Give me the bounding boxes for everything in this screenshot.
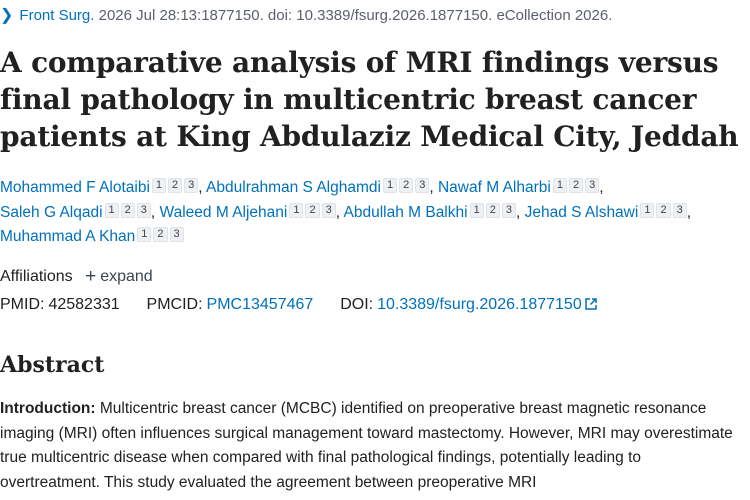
author-item: Abdulrahman S Alghamdi 1 2 3 (206, 178, 430, 196)
affiliation-number[interactable]: 1 (552, 178, 567, 193)
abstract-introduction: Introduction: Multicentric breast cancer… (0, 397, 745, 495)
citation-details: 2026 Jul 28:13:1877150. doi: 10.3389/fsu… (98, 7, 613, 24)
author-link[interactable]: Jehad S Alshawi (524, 203, 639, 221)
affiliation-number[interactable]: 2 (568, 178, 584, 193)
affiliation-number[interactable]: 3 (136, 202, 151, 218)
affiliation-number[interactable]: 1 (137, 227, 152, 242)
affiliation-number[interactable]: 1 (289, 202, 304, 218)
author-item: Mohammed F Alotaibi 1 2 3 (0, 178, 199, 196)
affiliation-number[interactable]: 3 (672, 202, 687, 218)
affiliation-number[interactable]: 2 (485, 202, 500, 218)
chevron-right-icon[interactable]: ❯ (0, 7, 14, 24)
affiliation-number[interactable]: 1 (469, 202, 484, 218)
affiliation-number[interactable]: 3 (321, 202, 336, 218)
author-link[interactable]: Saleh G Alqadi (0, 203, 103, 221)
author-item: Abdullah M Balkhi 1 2 3 (343, 202, 516, 221)
pmcid-link[interactable]: PMC13457467 (206, 296, 314, 313)
journal-link[interactable]: Front Surg. (19, 7, 95, 24)
affiliation-number[interactable]: 3 (184, 178, 199, 193)
citation-line: ❯ Front Surg. 2026 Jul 28:13:1877150. doi… (0, 5, 612, 25)
article-title: A comparative analysis of MRI findings v… (0, 46, 739, 153)
author-link[interactable]: Mohammed F Alotaibi (0, 179, 150, 196)
affiliation-number[interactable]: 3 (415, 178, 430, 193)
external-link-icon (584, 298, 597, 310)
affiliations-label: Affiliations (0, 268, 73, 285)
author-link[interactable]: Waleed M Aljehani (159, 203, 288, 221)
doi-link[interactable]: 10.3389/fsurg.2026.1877150 (377, 296, 597, 313)
author-item: Saleh G Alqadi 1 2 3 (0, 202, 151, 221)
doi-value: 10.3389/fsurg.2026.1877150 (377, 296, 582, 313)
affiliation-number[interactable]: 2 (153, 227, 168, 242)
affiliation-number[interactable]: 2 (305, 202, 320, 218)
affiliation-number[interactable]: 1 (382, 178, 398, 193)
affiliation-number[interactable]: 1 (151, 178, 167, 193)
affiliations-row: Affiliations + expand (0, 266, 153, 288)
author-item: Muhammad A Khan 1 2 3 (0, 227, 184, 245)
affiliation-number[interactable]: 2 (399, 178, 414, 193)
affiliation-number[interactable]: 3 (501, 202, 516, 218)
affiliation-number[interactable]: 2 (120, 202, 135, 218)
affiliations-expand-button[interactable]: + expand (85, 266, 153, 287)
plus-icon: + (85, 266, 97, 287)
author-item: Nawaf M Alharbi 1 2 3 (437, 178, 600, 196)
author-link[interactable]: Abdulrahman S Alghamdi (206, 179, 381, 196)
author-item: Waleed M Aljehani 1 2 3 (159, 202, 336, 221)
pmcid-label: PMCID: (146, 296, 203, 313)
abstract-heading: Abstract (0, 352, 105, 378)
affiliation-number[interactable]: 3 (585, 178, 600, 193)
author-item: Jehad S Alshawi 1 2 3 (524, 202, 687, 221)
author-list: Mohammed F Alotaibi 1 2 3, Abdulrahman S Al… (0, 178, 692, 245)
affiliation-number[interactable]: 1 (104, 202, 119, 218)
introduction-text: Multicentric breast cancer (MCBC) identi… (0, 400, 733, 491)
author-link[interactable]: Nawaf M Alharbi (437, 179, 551, 196)
affiliation-number[interactable]: 3 (169, 227, 184, 242)
pmid-value: 42582331 (48, 296, 120, 313)
affiliation-number[interactable]: 2 (168, 178, 183, 193)
author-link[interactable]: Muhammad A Khan (0, 228, 136, 245)
author-link[interactable]: Abdullah M Balkhi (343, 203, 468, 221)
doi-label: DOI: (340, 296, 374, 313)
identifiers-row: PMID: 42582331 PMCID: PMC13457467 DOI: 10.3… (0, 296, 597, 314)
introduction-label: Introduction: (0, 400, 96, 417)
pmid-label: PMID: (0, 296, 45, 313)
expand-label: expand (100, 268, 153, 285)
affiliation-number[interactable]: 2 (656, 202, 671, 218)
affiliation-number[interactable]: 1 (640, 202, 655, 218)
